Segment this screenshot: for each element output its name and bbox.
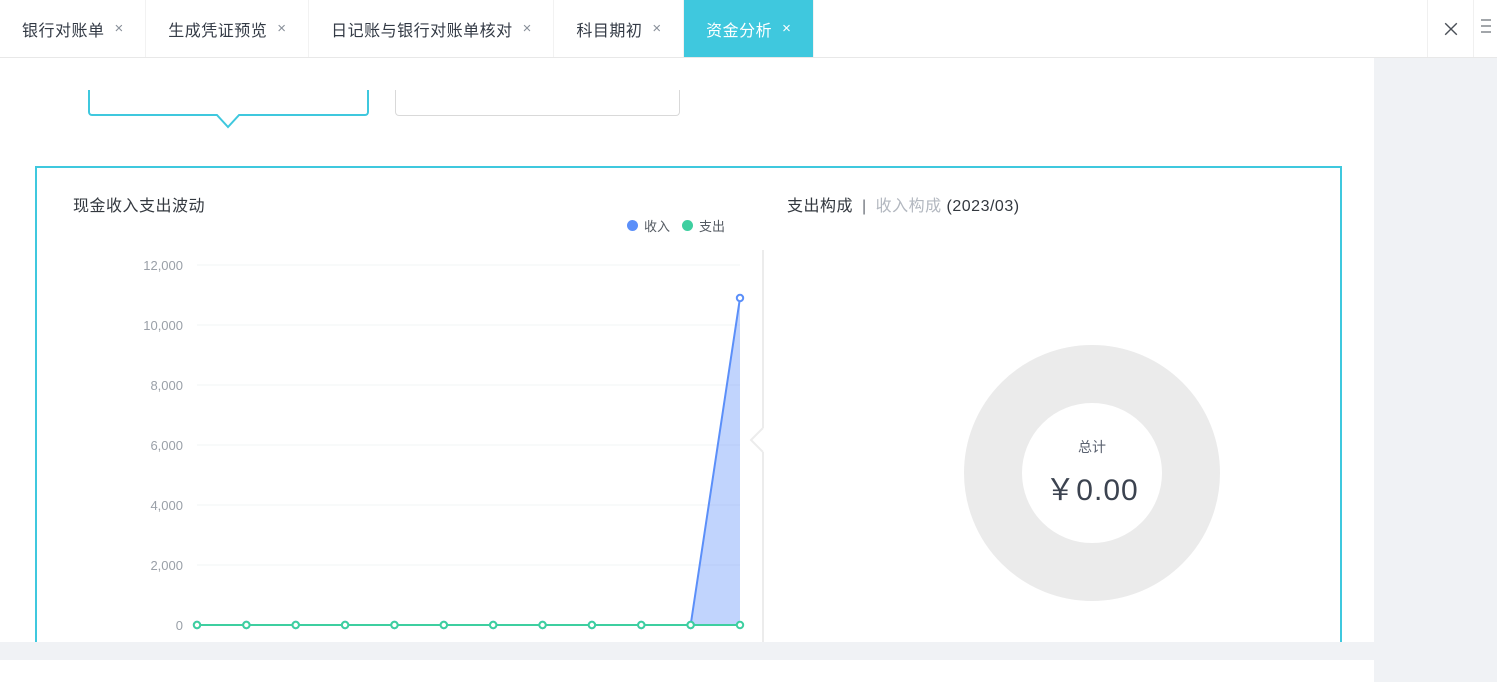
data-point[interactable] (587, 620, 597, 630)
y-axis-tick-label: 0 (176, 618, 183, 633)
data-point[interactable] (637, 620, 646, 630)
y-axis-tick-label: 12,000 (143, 258, 183, 273)
filter-card-selected-arrow (215, 114, 241, 130)
y-axis-tick-label: 2,000 (150, 558, 183, 573)
title-separator: | (861, 198, 867, 215)
close-all-tabs-button[interactable] (1427, 0, 1473, 57)
data-point[interactable] (242, 620, 251, 630)
cash-flow-chart-title: 现金收入支出波动 (73, 198, 206, 215)
tab-close-icon[interactable]: × (782, 20, 791, 37)
section-gap (0, 642, 1374, 660)
fund-analysis-chart-card: 现金收入支出波动 支出构成 | 收入构成 (2023/03) 收入 支出 0 2,… (35, 166, 1342, 671)
tab-account-opening[interactable]: 科目期初 × (554, 0, 685, 57)
legend-dot-icon (627, 220, 638, 231)
panel-splitter-handle[interactable] (744, 250, 782, 670)
composition-chart-title: 支出构成 | 收入构成 (2023/03) (787, 192, 1020, 216)
tab-label: 银行对账单 (22, 22, 105, 40)
filter-card-selected[interactable] (88, 90, 369, 116)
tab-label: 资金分析 (706, 22, 773, 40)
composition-donut-chart[interactable]: 总计 ￥0.00 (927, 308, 1257, 638)
y-axis-tick-label: 10,000 (143, 318, 183, 333)
legend-dot-icon (682, 220, 694, 231)
legend-label: 收入 (644, 219, 671, 234)
tab-bank-statement[interactable]: 银行对账单 × (0, 0, 147, 57)
legend-label: 支出 (699, 219, 726, 234)
y-axis-tick-label: 8,000 (150, 378, 183, 393)
tab-expense-composition[interactable]: 支出构成 (787, 198, 854, 215)
tab-label: 科目期初 (576, 22, 643, 40)
data-point[interactable] (340, 620, 350, 630)
close-icon (1442, 20, 1460, 38)
filter-card-plain[interactable] (395, 90, 680, 116)
tab-label: 生成凭证预览 (168, 22, 268, 40)
data-point[interactable] (488, 620, 498, 630)
next-card-top-edge (0, 660, 1374, 682)
tab-journal-bank-reconcile[interactable]: 日记账与银行对账单核对 × (309, 0, 555, 57)
page-container: 现金收入支出波动 支出构成 | 收入构成 (2023/03) 收入 支出 0 2,… (0, 58, 1374, 671)
data-point[interactable] (686, 620, 695, 630)
data-point[interactable] (735, 293, 745, 303)
data-point[interactable] (439, 620, 449, 630)
tab-voucher-preview[interactable]: 生成凭证预览 × (146, 0, 310, 57)
chart-legend: 收入 支出 (627, 216, 725, 235)
more-icon (1479, 17, 1493, 40)
tab-close-icon[interactable]: × (652, 20, 662, 37)
series-line-1 (197, 297, 741, 626)
y-axis-tick-label: 4,000 (150, 498, 183, 513)
composition-period: (2023/03) (946, 198, 1020, 215)
y-axis-tick-label: 6,000 (150, 438, 183, 453)
legend-item-expense[interactable]: 支出 (682, 216, 725, 235)
tab-overflow-menu-button[interactable] (1473, 0, 1497, 57)
tab-bar: 银行对账单 × 生成凭证预览 × 日记账与银行对账单核对 × 科目期初 × 资金… (0, 0, 1497, 58)
tab-fund-analysis[interactable]: 资金分析 × (684, 0, 814, 57)
tab-close-icon[interactable]: × (277, 20, 287, 37)
tab-close-icon[interactable]: × (522, 20, 532, 37)
cash-flow-line-chart[interactable]: 02,0004,0006,0008,00010,00012,0002022042… (37, 168, 797, 669)
data-point[interactable] (538, 620, 547, 630)
legend-item-income[interactable]: 收入 (627, 216, 670, 235)
data-point[interactable] (291, 620, 300, 630)
tab-bar-spacer (813, 0, 1427, 57)
data-point[interactable] (390, 620, 399, 630)
data-point[interactable] (735, 620, 745, 630)
series-area-1 (197, 298, 740, 625)
tab-close-icon[interactable]: × (114, 20, 124, 37)
tab-label: 日记账与银行对账单核对 (331, 22, 513, 40)
data-point[interactable] (192, 620, 202, 630)
tab-income-composition[interactable]: 收入构成 (875, 198, 942, 215)
